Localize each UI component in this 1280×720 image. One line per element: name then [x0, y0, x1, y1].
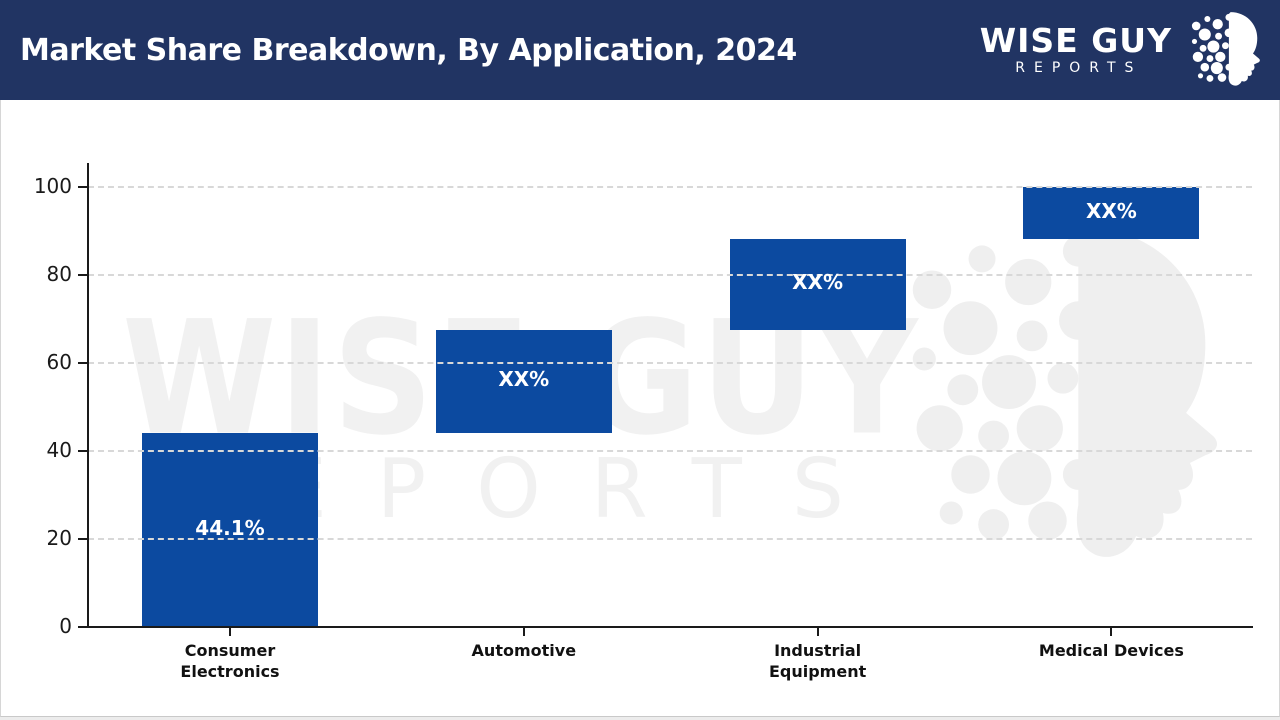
x-axis-line	[87, 626, 1253, 628]
gridline-20	[88, 538, 1252, 540]
watermark-head-icon	[912, 228, 1218, 557]
gridline-80	[88, 274, 1252, 276]
bar-value-label: XX%	[792, 270, 844, 295]
x-category-label: Consumer Electronics	[180, 641, 280, 681]
y-tick-mark	[78, 274, 87, 276]
y-tick-mark	[78, 626, 87, 628]
bar-value-label: XX%	[498, 367, 550, 392]
page-title: Market Share Breakdown, By Application, …	[20, 32, 797, 68]
bar-segment-2	[435, 329, 612, 433]
x-tick-mark	[522, 628, 525, 636]
header-band: Market Share Breakdown, By Application, …	[0, 0, 1280, 100]
chart-area: 0 20 40 60 80 100 44.1% Consumer Electronics XX%…	[0, 100, 1280, 716]
x-category-label: Industrial Equipment	[768, 641, 867, 681]
x-tick-mark	[229, 628, 231, 636]
gridline-40	[88, 450, 1252, 452]
x-tick-mark	[1110, 628, 1113, 636]
y-tick-label: 100	[33, 174, 72, 198]
bar-value-label: 44.1%	[195, 515, 265, 540]
wiseguy-logo: WISE GUY REPORTS	[980, 7, 1280, 93]
x-category-label: Medical Devices	[1038, 641, 1184, 660]
x-tick-mark	[816, 628, 819, 636]
gridline-100	[88, 186, 1252, 188]
bar-segment-4	[1023, 187, 1200, 239]
x-category-label: Automotive	[471, 641, 577, 660]
bar-segment-1	[142, 432, 318, 627]
bar-value-label: XX%	[1085, 198, 1137, 223]
y-axis-line	[87, 163, 89, 628]
y-tick-label: 80	[46, 262, 72, 286]
y-tick-mark	[78, 362, 87, 364]
wiseguy-head-icon	[1191, 12, 1260, 86]
gridline-60	[88, 362, 1252, 364]
y-tick-mark	[78, 538, 87, 540]
y-tick-label: 40	[46, 438, 72, 462]
figure-bottom-edge	[0, 717, 1280, 720]
bar-segment-3	[729, 238, 906, 330]
logo-text: WISE GUY REPORTS	[979, 21, 1172, 77]
logo-wordmark: WISE GUY	[979, 21, 1172, 60]
y-tick-mark	[78, 186, 87, 188]
y-tick-mark	[78, 450, 87, 452]
logo-subtitle: REPORTS	[1015, 60, 1143, 76]
y-tick-label: 0	[59, 614, 72, 638]
y-tick-label: 60	[46, 350, 72, 374]
y-tick-label: 20	[46, 526, 72, 550]
